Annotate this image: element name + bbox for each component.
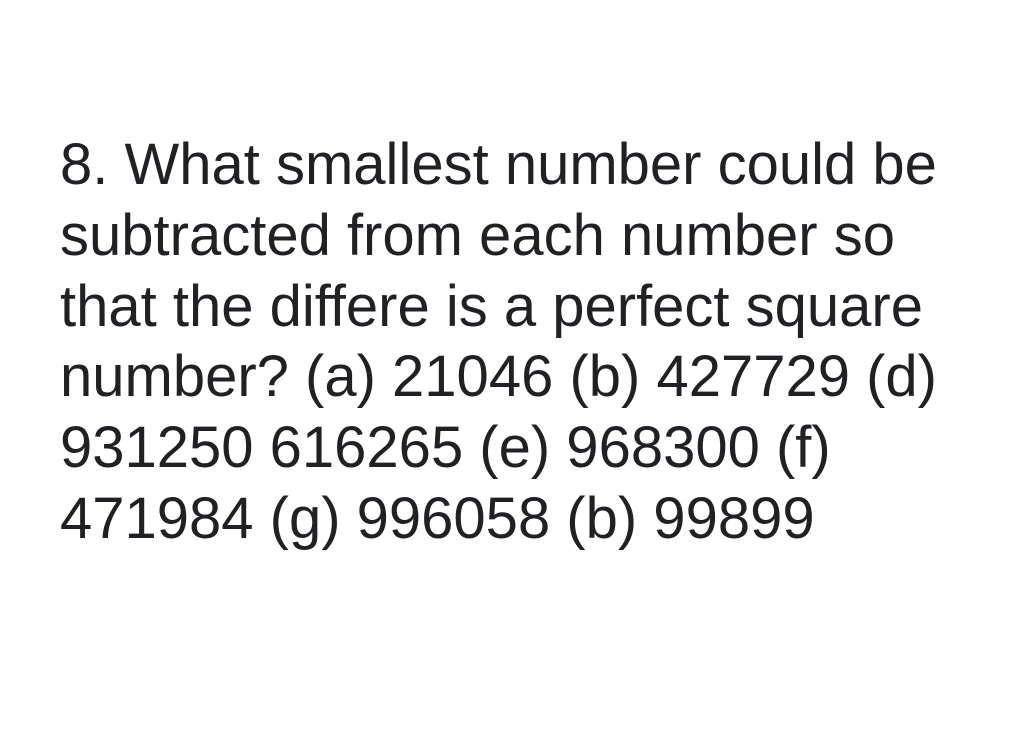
question-number: 8. (60, 132, 108, 197)
question-page: 8. What smallest number could be subtrac… (0, 0, 1024, 737)
question-block: 8. What smallest number could be subtrac… (60, 130, 964, 555)
